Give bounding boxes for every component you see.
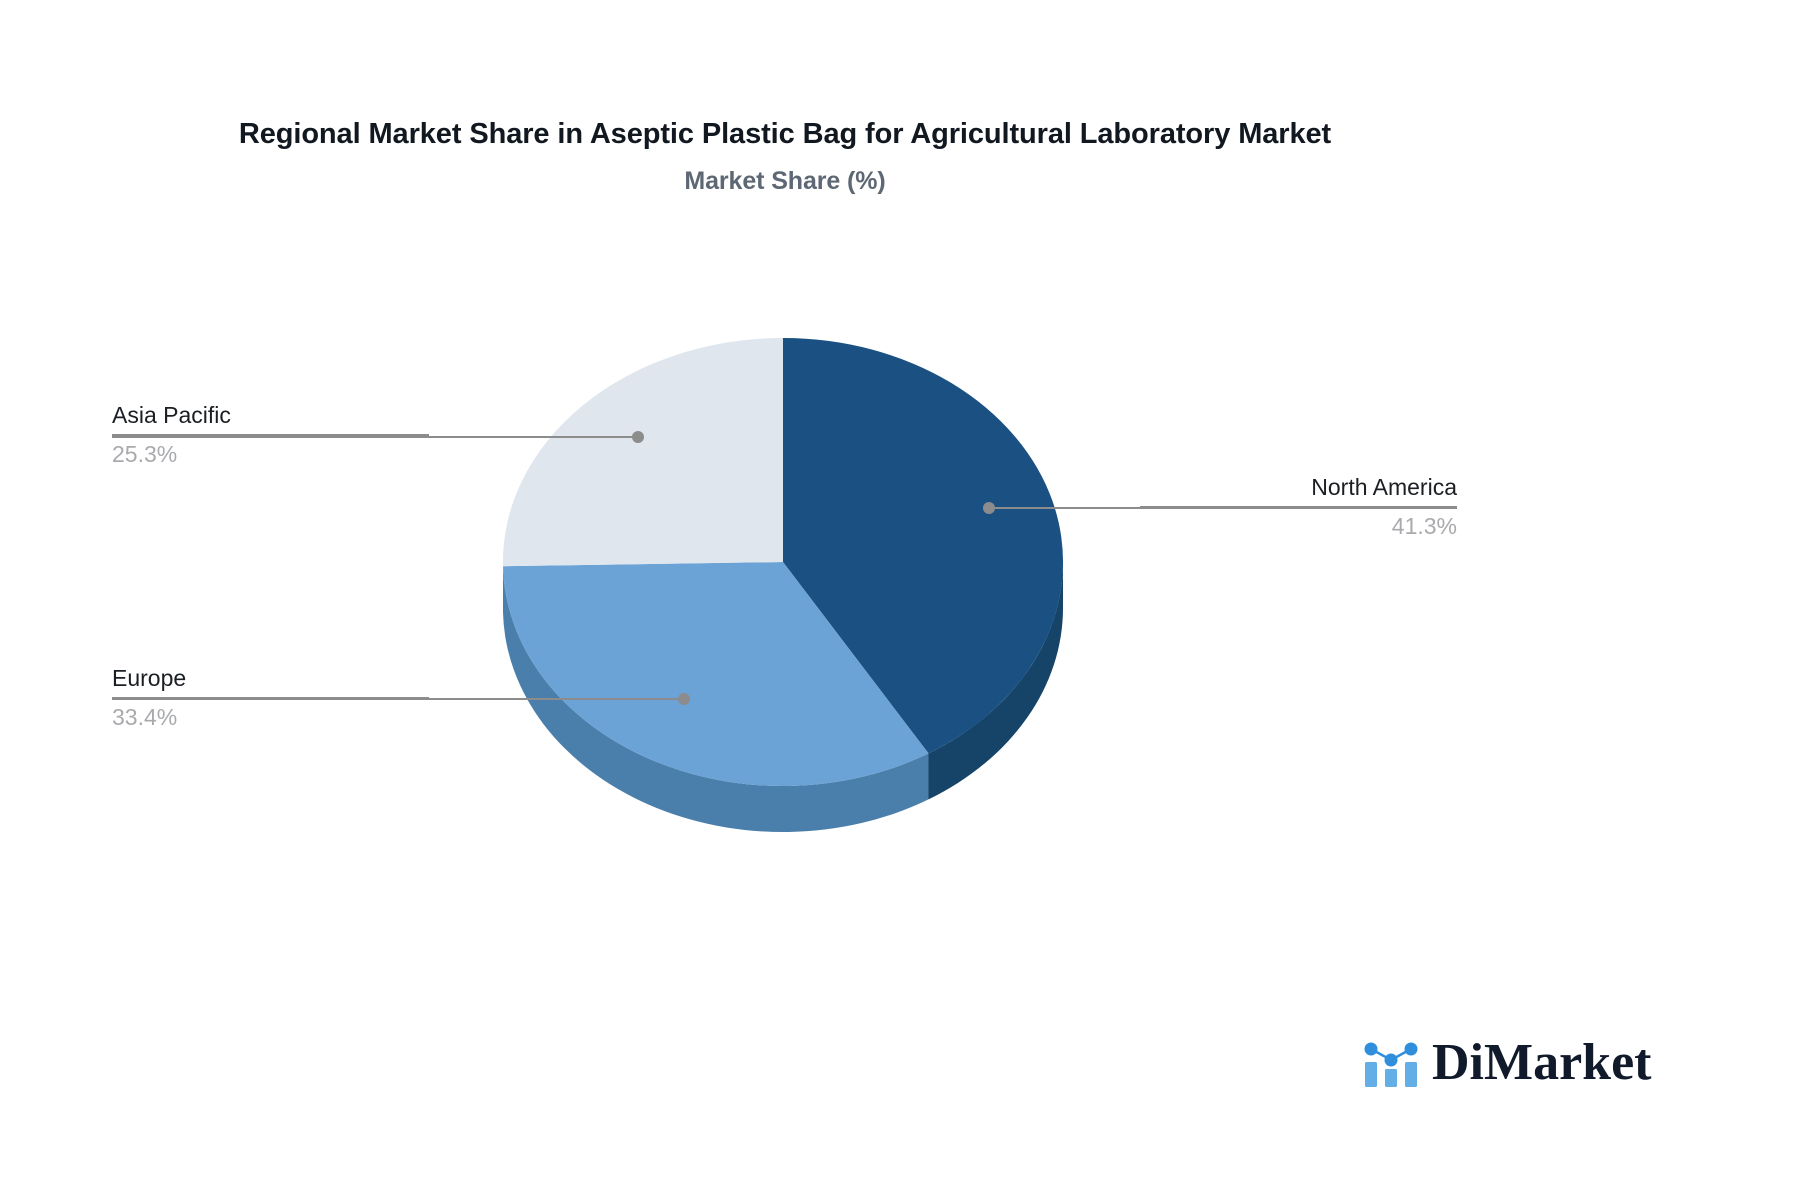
leader-lines (112, 431, 1457, 705)
callout-europe: Europe 33.4% (112, 663, 429, 732)
pie-slice-north-america (783, 338, 1064, 754)
leader-dot-asia-pacific (632, 431, 644, 443)
callout-value-europe: 33.4% (112, 704, 178, 730)
callout-asia-pacific: Asia Pacific 25.3% (112, 400, 429, 469)
callout-divider (1140, 506, 1457, 508)
brand-name: DiMarket (1432, 1034, 1652, 1091)
pie-3d-sides (503, 562, 1063, 833)
callout-label-europe: Europe (112, 665, 187, 691)
bar-chart-icon (1364, 1042, 1418, 1087)
callout-value-north-america: 41.3% (1391, 513, 1457, 539)
callout-divider (112, 697, 429, 699)
callout-label-asia-pacific: Asia Pacific (112, 402, 231, 428)
leader-dot-europe (678, 693, 690, 705)
pie-slice-europe (503, 562, 929, 787)
callout-divider (112, 434, 429, 436)
pie-top-faces (502, 338, 1064, 787)
callout-value-asia-pacific: 25.3% (112, 441, 178, 467)
page-title: Regional Market Share in Aseptic Plastic… (238, 118, 1332, 150)
callout-label-north-america: North America (1311, 474, 1457, 500)
pie-slice-asia-pacific (502, 338, 783, 567)
brand-logo: DiMarket (1362, 1036, 1651, 1090)
callout-north-america: North America 41.3% (1140, 472, 1457, 541)
chart-subtitle: Market Share (%) (684, 167, 886, 195)
leader-dot-north-america (983, 502, 995, 514)
pie-side-north-america (928, 562, 1063, 800)
pie-side-europe (503, 566, 929, 833)
